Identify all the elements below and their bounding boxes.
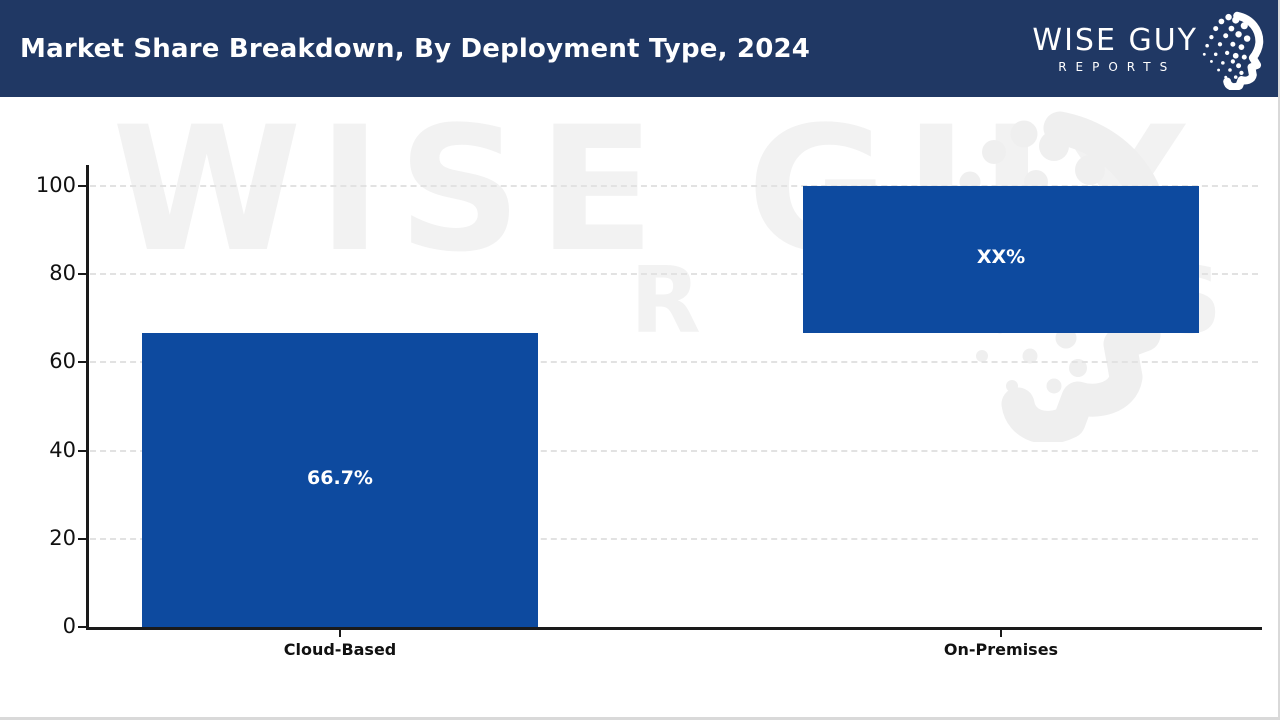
logo-subtext: REPORTS	[1058, 59, 1177, 74]
y-gridline	[90, 273, 1258, 276]
y-tick-label: 20	[49, 525, 76, 550]
y-axis-tick	[78, 537, 88, 540]
wiseguy-logo: WISE GUY REPORTS	[1032, 10, 1266, 90]
y-axis-line	[86, 165, 89, 629]
chart-title: Market Share Breakdown, By Deployment Ty…	[20, 33, 811, 64]
y-axis-tick	[78, 185, 88, 187]
y-gridline	[90, 361, 1258, 364]
x-axis-tick	[339, 629, 341, 637]
y-axis-tick	[78, 626, 88, 628]
y-tick-label: 40	[49, 437, 76, 462]
y-gridline	[90, 185, 1258, 187]
wiseguy-face-icon	[1194, 10, 1266, 90]
bar-value-label: XX%	[976, 246, 1026, 269]
x-category-label: On-Premises	[943, 640, 1059, 659]
y-tick-label: 80	[49, 261, 76, 286]
bar-value-label: 66.7%	[307, 466, 373, 489]
logo-wordmark: WISE GUY	[1032, 23, 1198, 59]
bar-cloud-based	[142, 332, 538, 627]
y-tick-label: 60	[49, 349, 76, 374]
chart-area: WISE GUY R T S 02040608010066.7%Cloud-Ba…	[0, 89, 1278, 717]
y-gridline	[90, 449, 1258, 452]
x-category-label: Cloud-Based	[283, 640, 397, 659]
x-axis-tick	[1000, 629, 1002, 637]
header: Market Share Breakdown, By Deployment Ty…	[0, 0, 1278, 97]
y-tick-label: 0	[62, 614, 76, 638]
y-gridline	[90, 537, 1258, 540]
y-axis-tick	[78, 361, 88, 364]
y-axis-tick	[78, 449, 88, 452]
bar-on-premises	[803, 186, 1199, 333]
y-axis-tick	[78, 273, 88, 276]
x-axis-line	[86, 627, 1262, 630]
y-tick-label: 100	[35, 173, 76, 197]
logo-text: WISE GUY REPORTS	[1032, 25, 1198, 74]
